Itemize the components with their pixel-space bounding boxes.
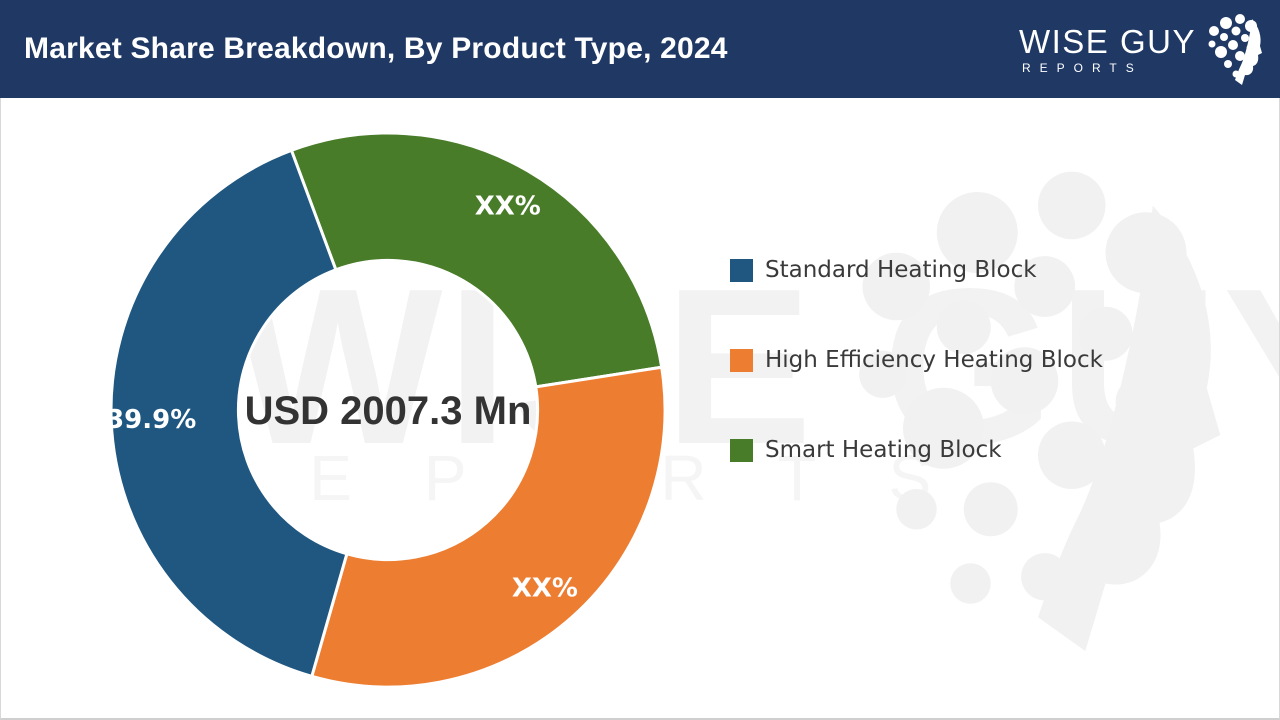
legend-label-standard: Standard Heating Block <box>765 257 1037 283</box>
wise-guy-logo: WISE GUY REPORTS <box>1019 9 1262 89</box>
donut-chart: USD 2007.3 Mn XX% XX% 39.9% <box>106 131 667 689</box>
legend-swatch-high-efficiency <box>730 348 753 372</box>
legend-item-smart: Smart Heating Block <box>730 428 1103 472</box>
donut-slice-1 <box>289 131 664 389</box>
chart-area: WISE GUY REPORTS USD 2007.3 Mn XX%XX%39.… <box>0 98 1280 720</box>
logo-subtitle: REPORTS <box>1021 60 1143 75</box>
legend-item-standard: Standard Heating Block <box>730 248 1103 292</box>
logo-head-icon <box>1208 14 1262 85</box>
legend-label-high-efficiency: High Efficiency Heating Block <box>765 347 1103 373</box>
donut-slice-2 <box>309 365 667 689</box>
legend-swatch-standard <box>730 258 753 282</box>
legend-item-high-efficiency: High Efficiency Heating Block <box>730 338 1103 382</box>
legend-label-smart: Smart Heating Block <box>765 437 1002 463</box>
logo-text: WISE GUY REPORTS <box>1019 25 1196 74</box>
donut-slice-label-2: XX% <box>512 574 578 604</box>
donut-slice-label-3: 39.9% <box>106 405 196 435</box>
legend-swatch-smart <box>730 438 753 462</box>
donut-slice-3 <box>109 148 349 679</box>
page-title: Market Share Breakdown, By Product Type,… <box>24 32 728 65</box>
logo-wordmark: WISE GUY <box>1018 22 1196 60</box>
header-bar: Market Share Breakdown, By Product Type,… <box>0 0 1280 98</box>
legend: Standard Heating Block High Efficiency H… <box>730 248 1103 518</box>
donut-slice-label-1: XX% <box>475 192 541 222</box>
donut-center-value: USD 2007.3 Mn <box>245 389 532 433</box>
